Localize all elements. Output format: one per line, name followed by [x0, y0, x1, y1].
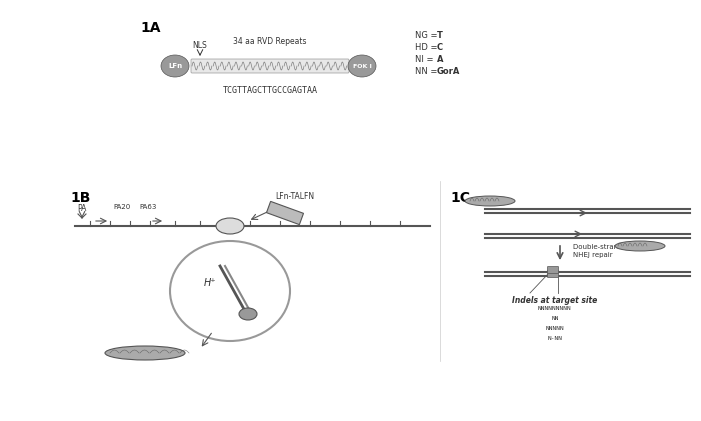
- Ellipse shape: [170, 241, 290, 341]
- Ellipse shape: [465, 196, 515, 206]
- FancyBboxPatch shape: [191, 59, 349, 73]
- Text: PA20: PA20: [114, 204, 130, 210]
- Text: HD =: HD =: [415, 43, 440, 52]
- Text: NI =: NI =: [415, 55, 436, 64]
- Text: LFn-TALFN: LFn-TALFN: [275, 192, 315, 201]
- Ellipse shape: [615, 241, 665, 251]
- Ellipse shape: [161, 55, 189, 77]
- Text: 1A: 1A: [140, 21, 161, 35]
- Text: 1B: 1B: [70, 191, 90, 205]
- Text: 34 aa RVD Repeats: 34 aa RVD Repeats: [233, 37, 307, 46]
- Text: NNNNN: NNNNN: [545, 326, 564, 331]
- Text: NLS: NLS: [193, 41, 207, 50]
- Text: NNNNNNNNN: NNNNNNNNN: [538, 306, 572, 311]
- Ellipse shape: [239, 308, 257, 320]
- Ellipse shape: [216, 218, 244, 234]
- Text: C: C: [437, 43, 443, 52]
- Text: NN =: NN =: [415, 67, 440, 76]
- FancyBboxPatch shape: [547, 271, 559, 277]
- Text: Double-strand breaks
NHEJ repair: Double-strand breaks NHEJ repair: [573, 244, 648, 258]
- Text: Indels at target site: Indels at target site: [512, 296, 598, 305]
- Text: NN: NN: [551, 316, 559, 321]
- Text: LFn: LFn: [168, 63, 182, 69]
- Text: PA63: PA63: [139, 204, 157, 210]
- Text: A: A: [437, 55, 444, 64]
- Text: H⁺: H⁺: [204, 278, 216, 288]
- Text: N-NN: N-NN: [547, 336, 562, 341]
- Ellipse shape: [105, 346, 185, 360]
- Text: T: T: [437, 31, 443, 40]
- Text: 1C: 1C: [450, 191, 470, 205]
- Text: TCGTTAGCTTGCCGAGTAA: TCGTTAGCTTGCCGAGTAA: [222, 86, 318, 95]
- Text: FOK I: FOK I: [353, 64, 372, 69]
- FancyBboxPatch shape: [547, 266, 559, 274]
- Ellipse shape: [348, 55, 376, 77]
- Text: PA: PA: [77, 204, 87, 213]
- Text: GorA: GorA: [437, 67, 461, 76]
- Text: NG =: NG =: [415, 31, 440, 40]
- Polygon shape: [266, 201, 304, 225]
